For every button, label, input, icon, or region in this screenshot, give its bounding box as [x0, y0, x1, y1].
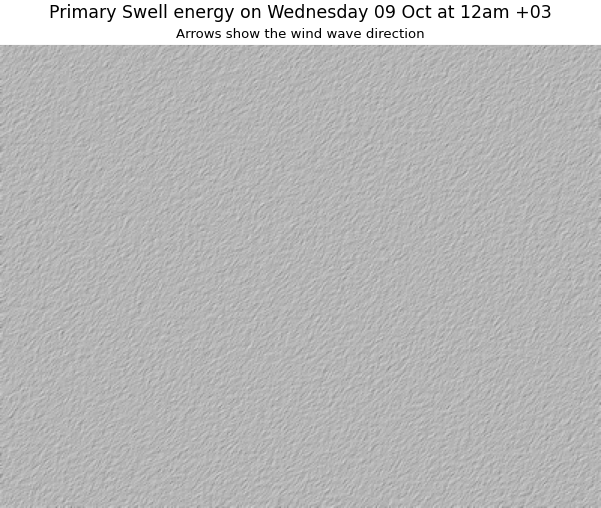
Text: Arrows show the wind wave direction: Arrows show the wind wave direction — [176, 28, 425, 41]
Text: Primary Swell energy on Wednesday 09 Oct at 12am +03: Primary Swell energy on Wednesday 09 Oct… — [49, 5, 552, 22]
